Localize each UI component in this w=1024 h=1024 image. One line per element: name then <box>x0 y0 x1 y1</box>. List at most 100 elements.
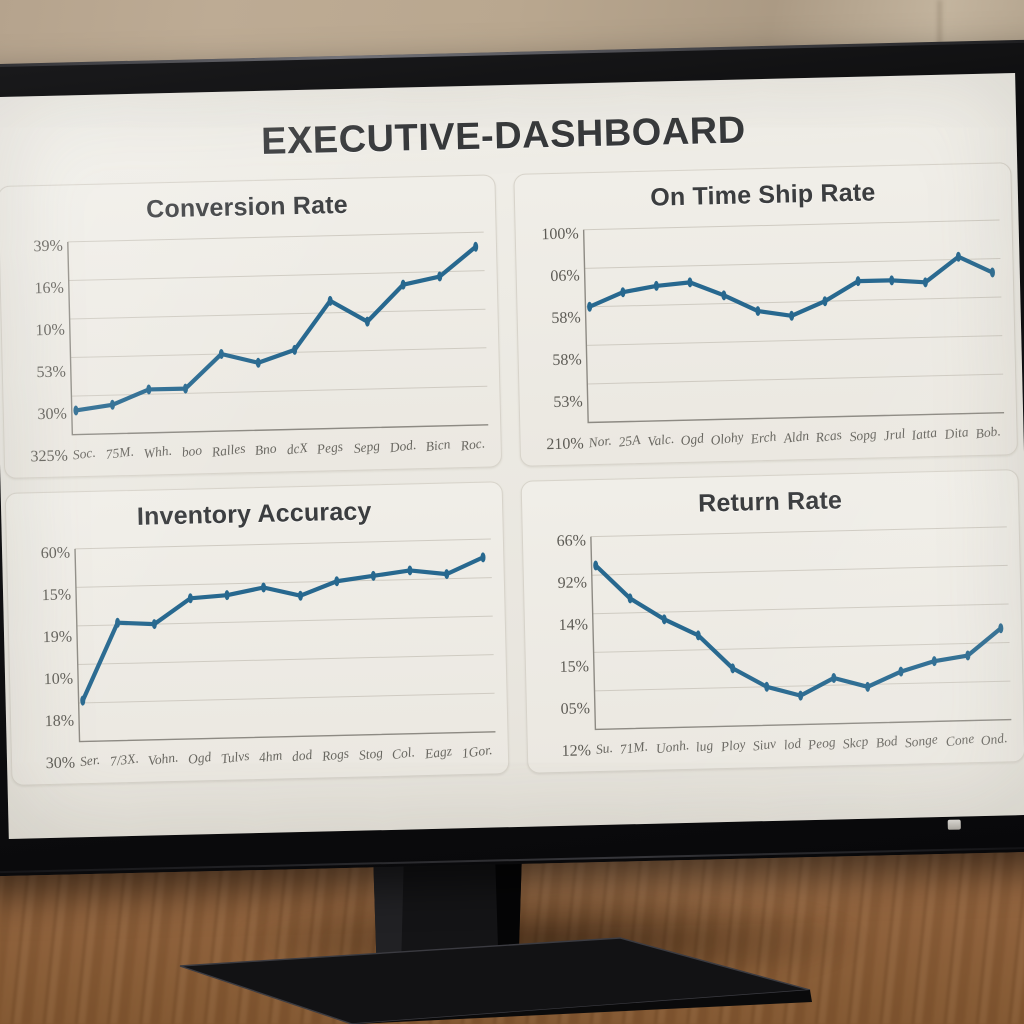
data-point-marker[interactable] <box>661 614 667 625</box>
data-point-marker[interactable] <box>627 593 633 604</box>
data-point-marker[interactable] <box>755 306 761 317</box>
y-tick-label: 10% <box>35 321 66 340</box>
dashboard-grid: Conversion Rate 39% 16% 10% 53% 30% 325% Soc.… <box>0 162 1024 786</box>
data-point-marker[interactable] <box>261 582 267 593</box>
grid-line <box>71 348 487 358</box>
chart-canvas <box>75 530 496 778</box>
data-point-marker[interactable] <box>855 276 861 287</box>
data-point-marker[interactable] <box>151 619 157 630</box>
chart-plot-area: 100% 06% 58% 58% 53% 210% Nor. 25A Valc. Ogd Oloh… <box>527 210 1004 459</box>
y-tick-label: 06% <box>550 267 580 286</box>
chart-card-inventory-accuracy[interactable]: Inventory Accuracy 60% 15% 19% 10% 18% 30% Se… <box>4 481 510 786</box>
data-point-marker[interactable] <box>224 590 230 601</box>
grid-line <box>68 232 484 242</box>
y-tick-label: 30% <box>37 405 68 423</box>
page-title: EXECUTIVE-DASHBOARD <box>260 109 747 163</box>
data-point-marker[interactable] <box>327 295 333 306</box>
y-tick-label: 15% <box>41 586 72 605</box>
data-point-marker[interactable] <box>73 405 79 416</box>
data-point-marker[interactable] <box>831 672 837 683</box>
data-point-marker[interactable] <box>400 279 406 290</box>
data-point-marker[interactable] <box>989 267 995 278</box>
data-point-marker[interactable] <box>653 280 659 291</box>
data-point-marker[interactable] <box>593 560 599 571</box>
data-point-marker[interactable] <box>695 630 701 641</box>
data-point-marker[interactable] <box>587 301 593 312</box>
data-point-marker[interactable] <box>721 290 727 301</box>
data-point-marker[interactable] <box>334 576 340 587</box>
y-tick-label: 53% <box>36 363 67 382</box>
data-point-marker[interactable] <box>218 349 224 360</box>
data-point-marker[interactable] <box>764 681 770 692</box>
data-point-marker[interactable] <box>80 695 86 706</box>
data-point-marker[interactable] <box>255 357 261 368</box>
data-point-marker[interactable] <box>998 623 1004 634</box>
data-point-marker[interactable] <box>437 271 443 282</box>
data-point-marker[interactable] <box>865 681 871 692</box>
chart-card-return-rate[interactable]: Return Rate 66% 92% 14% 15% 05% 12% Su. 71M. Uo… <box>520 469 1024 774</box>
data-series-line <box>596 556 1003 700</box>
data-point-marker[interactable] <box>407 565 413 576</box>
chart-title: On Time Ship Rate <box>649 178 876 212</box>
y-tick-label: 14% <box>558 616 589 634</box>
data-point-marker[interactable] <box>789 310 795 321</box>
chart-title: Conversion Rate <box>145 190 349 224</box>
y-axis-labels: 60% 15% 19% 10% 18% 30% <box>19 539 81 778</box>
data-point-marker[interactable] <box>687 277 693 288</box>
data-series-line <box>589 256 994 321</box>
data-point-marker[interactable] <box>889 275 895 286</box>
chart-axes <box>68 232 488 435</box>
data-point-marker[interactable] <box>115 617 121 628</box>
y-tick-label: 05% <box>560 700 591 718</box>
data-point-marker[interactable] <box>146 384 152 395</box>
line-chart-svg <box>583 210 1004 458</box>
data-point-marker[interactable] <box>822 296 828 307</box>
grid-line <box>592 565 1008 575</box>
y-tick-label: 19% <box>42 628 73 647</box>
grid-line <box>75 539 491 549</box>
data-point-marker[interactable] <box>931 656 937 667</box>
y-tick-label: 39% <box>33 237 64 256</box>
data-series-line <box>80 557 487 700</box>
chart-title: Return Rate <box>697 486 843 518</box>
grid-line <box>594 643 1010 653</box>
grid-line <box>70 309 486 319</box>
data-point-marker[interactable] <box>898 666 904 677</box>
y-tick-label: 210% <box>546 435 584 453</box>
y-axis-labels: 39% 16% 10% 53% 30% 325% <box>12 232 74 471</box>
grid-line <box>585 297 1001 307</box>
data-point-marker[interactable] <box>730 663 736 674</box>
power-indicator-led[interactable] <box>947 819 961 830</box>
data-point-marker[interactable] <box>922 277 928 288</box>
data-point-marker[interactable] <box>798 690 804 701</box>
data-point-marker[interactable] <box>187 593 193 604</box>
chart-card-on-time-ship-rate[interactable]: On Time Ship Rate 100% 06% 58% 58% 53% 210% N… <box>513 162 1019 467</box>
chart-plot-area: 39% 16% 10% 53% 30% 325% Soc. 75M. Whh. boo Ralle… <box>12 223 489 472</box>
computer-monitor: EXECUTIVE-DASHBOARD Conversion Rate 39% 1… <box>0 39 1024 877</box>
data-point-marker[interactable] <box>620 287 626 298</box>
line-chart-svg <box>591 517 1012 765</box>
chart-card-conversion-rate[interactable]: Conversion Rate 39% 16% 10% 53% 30% 325% Soc.… <box>0 174 503 479</box>
y-tick-label: 325% <box>30 447 69 466</box>
data-series-line <box>72 247 479 411</box>
data-point-marker[interactable] <box>370 570 376 581</box>
chart-plot-area: 60% 15% 19% 10% 18% 30% Ser. 7/3X. Vohn. Ogd Tulv… <box>19 530 496 779</box>
grid-line <box>587 374 1003 384</box>
data-point-marker[interactable] <box>297 590 303 601</box>
data-point-marker[interactable] <box>480 552 486 563</box>
data-point-marker[interactable] <box>955 251 961 262</box>
grid-line <box>78 655 494 665</box>
data-point-marker[interactable] <box>109 399 115 410</box>
y-tick-label: 58% <box>552 351 582 369</box>
grid-line <box>593 604 1009 614</box>
data-point-marker[interactable] <box>364 316 370 327</box>
chart-axes <box>75 539 495 742</box>
data-point-marker[interactable] <box>292 344 298 355</box>
data-point-marker[interactable] <box>182 383 188 394</box>
y-tick-label: 16% <box>34 279 65 298</box>
data-point-marker[interactable] <box>444 569 450 580</box>
chart-axes <box>591 527 1011 730</box>
data-point-marker[interactable] <box>965 650 971 661</box>
data-point-marker[interactable] <box>473 241 479 252</box>
